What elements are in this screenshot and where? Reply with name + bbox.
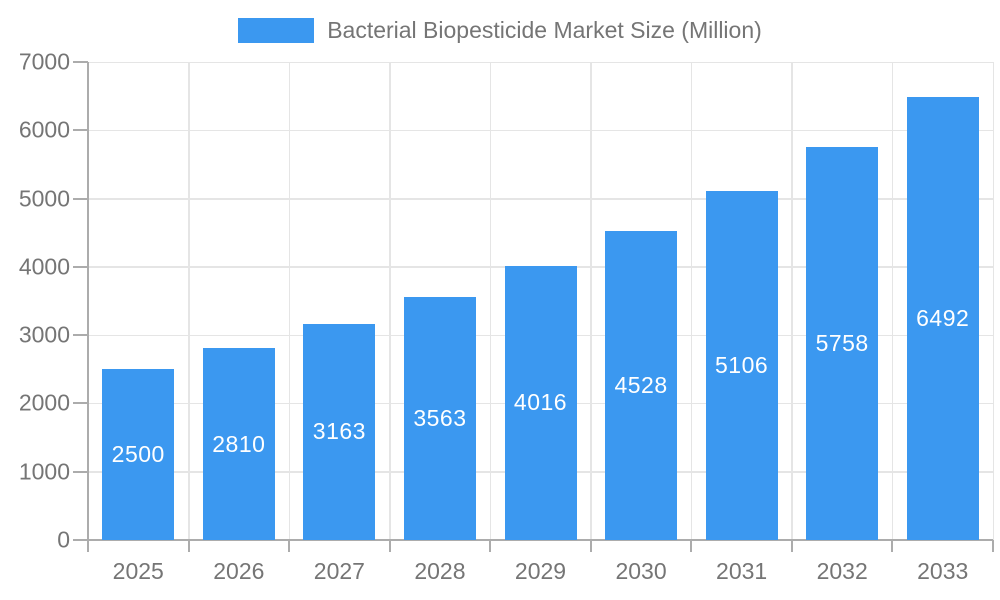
x-axis-tick-label: 2031 bbox=[716, 558, 768, 584]
y-tick bbox=[73, 334, 88, 337]
h-gridline bbox=[88, 198, 993, 200]
bar[interactable]: 4528 bbox=[605, 230, 678, 540]
y-axis-tick-label: 2000 bbox=[18, 389, 70, 416]
v-gridline bbox=[992, 62, 994, 540]
bar[interactable]: 5758 bbox=[806, 146, 879, 540]
x-axis-tick-label: 2028 bbox=[414, 558, 466, 584]
x-axis-tick-label: 2030 bbox=[615, 558, 667, 584]
bar[interactable]: 3563 bbox=[403, 296, 476, 540]
bar[interactable]: 2500 bbox=[102, 369, 175, 540]
x-axis-tick-label: 2033 bbox=[917, 558, 969, 584]
x-axis-tick-label: 2029 bbox=[514, 558, 567, 584]
v-gridline bbox=[891, 62, 894, 540]
y-tick bbox=[73, 197, 88, 200]
y-tick bbox=[73, 470, 88, 473]
y-axis-tick-label: 7000 bbox=[18, 48, 70, 75]
y-tick bbox=[73, 129, 88, 132]
bar-value-label: 5758 bbox=[815, 329, 869, 356]
bar-value-label: 2500 bbox=[111, 441, 165, 468]
legend[interactable]: Bacterial Biopesticide Market Size (Mill… bbox=[0, 16, 1000, 44]
x-axis-line bbox=[73, 539, 993, 541]
bar[interactable]: 2810 bbox=[202, 348, 275, 540]
bar-value-label: 3163 bbox=[312, 418, 366, 445]
x-tick bbox=[690, 540, 693, 552]
legend-swatch bbox=[238, 17, 315, 43]
bar-value-label: 4528 bbox=[614, 371, 668, 398]
legend-label: Bacterial Biopesticide Market Size (Mill… bbox=[327, 17, 762, 43]
h-gridline bbox=[88, 129, 993, 132]
x-tick bbox=[489, 540, 492, 552]
bar[interactable]: 6492 bbox=[906, 96, 979, 540]
bar-value-label: 3563 bbox=[413, 404, 467, 431]
bar-value-label: 6492 bbox=[916, 304, 970, 331]
y-axis-tick-label: 3000 bbox=[18, 321, 70, 348]
x-tick bbox=[891, 540, 894, 552]
x-tick bbox=[589, 540, 592, 552]
x-axis-tick-label: 2026 bbox=[213, 558, 265, 584]
bar-value-label: 4016 bbox=[513, 389, 568, 416]
v-gridline bbox=[288, 62, 291, 540]
x-tick bbox=[992, 540, 994, 552]
bar-value-label: 5106 bbox=[715, 352, 769, 379]
y-axis-tick-label: 1000 bbox=[18, 458, 70, 485]
x-tick bbox=[187, 540, 190, 552]
x-tick bbox=[388, 540, 391, 552]
x-axis-tick-label: 2032 bbox=[816, 558, 868, 584]
y-axis-tick-label: 5000 bbox=[18, 185, 70, 212]
v-gridline bbox=[389, 62, 391, 540]
v-gridline bbox=[188, 62, 190, 540]
v-gridline bbox=[690, 62, 693, 540]
bar[interactable]: 5106 bbox=[705, 191, 778, 540]
y-tick bbox=[73, 61, 88, 63]
x-tick bbox=[790, 540, 793, 552]
bar-value-label: 2810 bbox=[212, 430, 266, 457]
x-axis-tick-label: 2027 bbox=[313, 558, 365, 584]
y-axis-tick-label: 6000 bbox=[18, 116, 70, 143]
y-axis-line bbox=[87, 62, 89, 552]
x-axis-tick-label: 2025 bbox=[112, 558, 164, 584]
bar[interactable]: 3163 bbox=[303, 324, 376, 540]
y-axis-tick-label: 4000 bbox=[18, 253, 70, 280]
x-tick bbox=[288, 540, 291, 552]
v-gridline bbox=[791, 62, 793, 540]
h-gridline bbox=[88, 61, 993, 63]
y-tick bbox=[73, 402, 88, 405]
y-tick bbox=[73, 265, 88, 268]
y-axis-tick-label: 0 bbox=[57, 526, 70, 553]
v-gridline bbox=[489, 62, 492, 540]
v-gridline bbox=[590, 62, 592, 540]
bar[interactable]: 4016 bbox=[504, 265, 577, 540]
